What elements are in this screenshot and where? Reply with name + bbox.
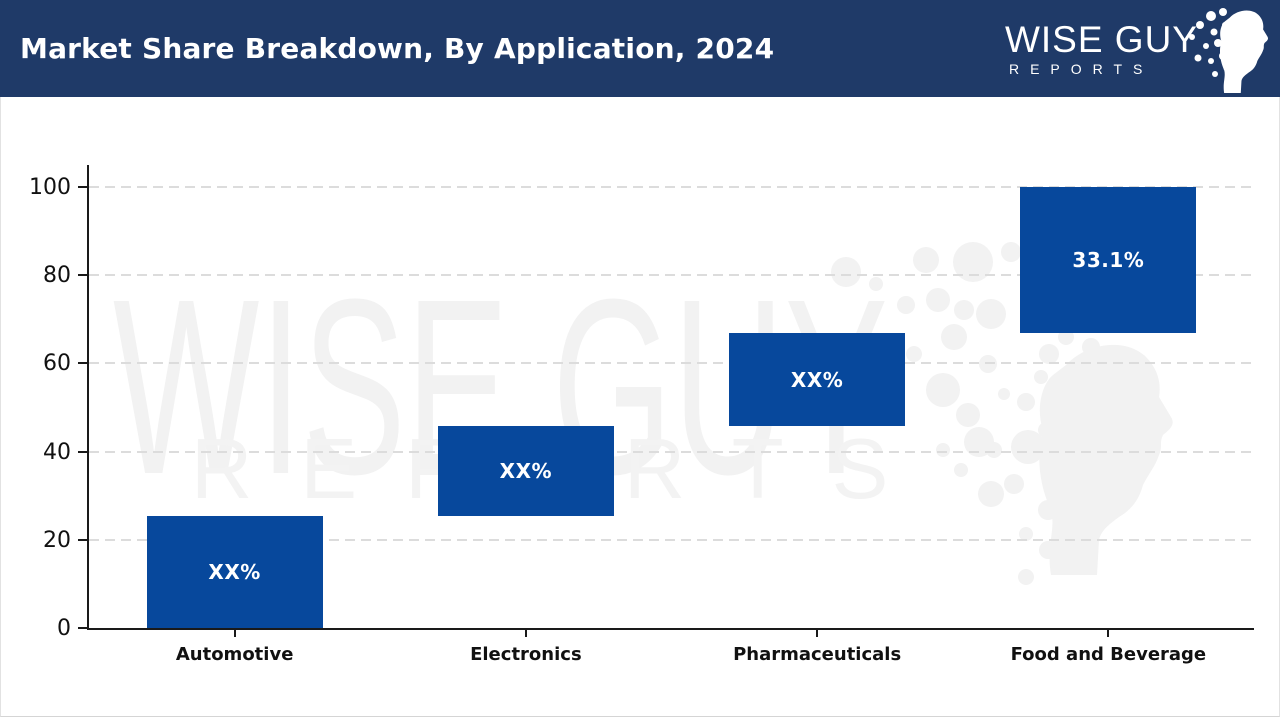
y-tick-80 xyxy=(78,274,87,277)
x-tick-3 xyxy=(1107,628,1110,637)
y-tick-60 xyxy=(78,362,87,365)
y-tick-label-80: 80 xyxy=(43,263,71,289)
page-title: Market Share Breakdown, By Application, … xyxy=(20,32,775,65)
header-bar: Market Share Breakdown, By Application, … xyxy=(0,0,1280,97)
y-tick-40 xyxy=(78,450,87,453)
bar-pharmaceuticals: XX% xyxy=(729,332,906,427)
gridline-80 xyxy=(89,274,1254,277)
x-category-label-3: Food and Beverage xyxy=(1010,644,1207,665)
x-tick-1 xyxy=(524,628,527,637)
y-tick-label-20: 20 xyxy=(43,527,71,553)
y-tick-label-60: 60 xyxy=(43,351,71,377)
bar-automotive: XX% xyxy=(146,516,323,628)
y-tick-20 xyxy=(78,538,87,541)
bar-value-label: XX% xyxy=(790,367,844,392)
x-category-label-0: Automotive xyxy=(175,644,294,665)
plot-area: 0 20 40 60 80 100 XX% Automotive XX% Electronics X… xyxy=(29,165,1254,665)
bar-value-label: XX% xyxy=(499,459,553,484)
y-tick-label-0: 0 xyxy=(57,616,71,641)
x-category-label-1: Electronics xyxy=(470,644,582,665)
x-tick-0 xyxy=(233,628,236,637)
bar-food-and-beverage: 33.1% xyxy=(1020,187,1197,333)
brand-face-icon xyxy=(1189,7,1269,93)
gridline-20 xyxy=(89,538,1254,541)
y-tick-label-40: 40 xyxy=(43,439,71,465)
bar-value-label: 33.1% xyxy=(1072,248,1145,272)
brand-name: WISE GUY xyxy=(1004,18,1198,60)
y-tick-0 xyxy=(78,627,87,629)
y-tick-100 xyxy=(78,186,87,188)
watermark-face-dots-icon xyxy=(831,242,1173,585)
bar-value-label: XX% xyxy=(208,560,261,584)
gridline-40 xyxy=(89,450,1254,453)
brand-logo-text: WISE GUY REPORTS xyxy=(1005,21,1198,77)
gridline-100 xyxy=(89,186,1254,188)
x-tick-2 xyxy=(816,628,819,637)
bar-electronics: XX% xyxy=(437,426,614,516)
gridline-60 xyxy=(89,362,1254,365)
y-axis-spine xyxy=(87,165,89,628)
y-tick-label-100: 100 xyxy=(29,175,71,200)
x-axis-baseline xyxy=(87,628,1254,630)
brand-logo: WISE GUY REPORTS xyxy=(1005,5,1270,93)
brand-subname: REPORTS xyxy=(1008,60,1154,77)
x-category-label-2: Pharmaceuticals xyxy=(733,644,902,665)
